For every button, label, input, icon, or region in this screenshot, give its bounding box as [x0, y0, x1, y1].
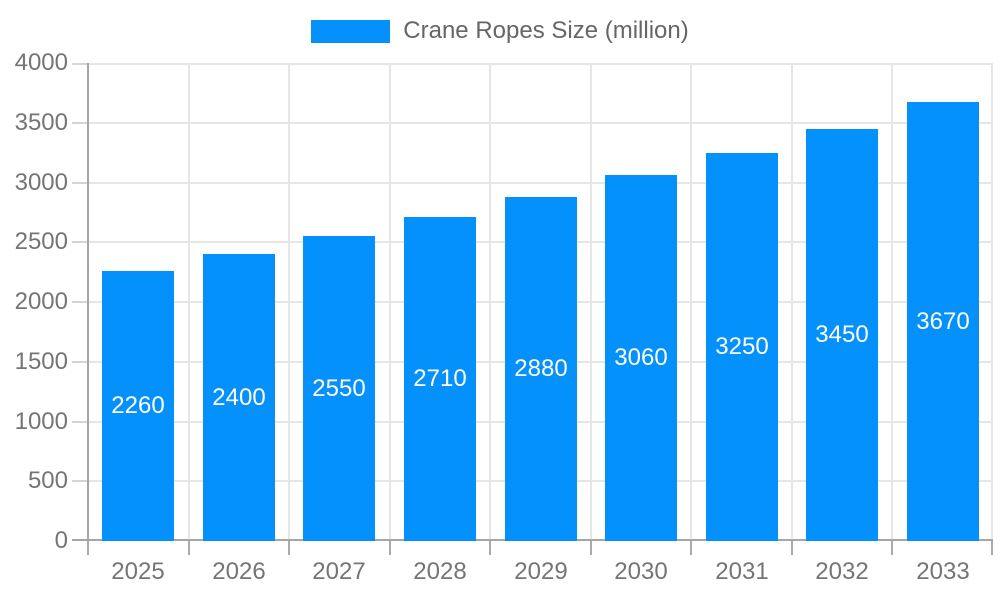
- bar: 3450: [806, 128, 878, 541]
- x-tick-label: 2026: [212, 558, 266, 585]
- y-tick-label: 4000: [14, 49, 68, 76]
- x-axis-tick: [790, 541, 793, 555]
- bar-value-label: 2260: [111, 391, 165, 419]
- x-tick-label: 2025: [111, 558, 165, 585]
- y-axis-tick: [72, 241, 88, 244]
- bar: 2550: [303, 236, 375, 541]
- gridline-horizontal: [88, 181, 993, 184]
- y-axis-tick: [72, 480, 88, 483]
- bar-value-label: 3670: [916, 307, 970, 335]
- bar-value-label: 3450: [815, 320, 869, 348]
- x-tick-label: 2030: [614, 558, 668, 585]
- x-tick-label: 2031: [715, 558, 769, 585]
- bar: 2710: [404, 217, 476, 541]
- y-axis-tick: [72, 63, 88, 65]
- y-tick-label: 0: [54, 527, 68, 554]
- bar: 2880: [505, 196, 577, 541]
- x-axis-tick: [690, 541, 693, 555]
- gridline-vertical: [690, 63, 693, 541]
- x-axis-tick: [388, 541, 391, 555]
- y-tick-label: 500: [27, 467, 68, 495]
- bar-value-label: 2710: [413, 365, 467, 393]
- y-tick-label: 2500: [14, 228, 68, 256]
- legend[interactable]: Crane Ropes Size (million): [0, 17, 1000, 45]
- gridline-vertical: [891, 63, 894, 541]
- bar-value-label: 2550: [312, 374, 366, 402]
- gridline-vertical: [589, 63, 592, 541]
- bar: 2400: [203, 254, 275, 541]
- y-tick-label: 1000: [14, 407, 68, 435]
- bar-value-label: 3060: [614, 344, 668, 372]
- y-tick-label: 3000: [14, 168, 68, 196]
- gridline-vertical: [187, 63, 190, 541]
- x-axis-tick: [288, 541, 291, 555]
- bar-value-label: 2400: [212, 383, 266, 411]
- bar-value-label: 2880: [514, 354, 568, 382]
- x-axis-tick: [589, 541, 592, 555]
- gridline-vertical: [288, 63, 291, 541]
- y-tick-label: 2000: [14, 288, 68, 315]
- x-axis-tick: [891, 541, 894, 555]
- y-axis-tick: [72, 360, 88, 363]
- x-tick-label: 2027: [312, 558, 366, 585]
- gridline-vertical: [790, 63, 793, 541]
- bar: 3060: [605, 175, 677, 541]
- bar: 3250: [706, 152, 778, 541]
- bar-value-label: 3250: [715, 332, 769, 360]
- bar: 3670: [907, 102, 979, 541]
- x-axis-tick: [87, 541, 89, 555]
- y-axis-tick: [72, 121, 88, 124]
- y-axis-tick: [72, 301, 88, 303]
- y-axis-tick: [72, 420, 88, 423]
- x-tick-label: 2028: [413, 558, 467, 585]
- gridline-horizontal: [88, 121, 993, 124]
- gridline-vertical: [388, 63, 391, 541]
- legend-swatch: [311, 19, 391, 43]
- x-axis-tick: [187, 541, 190, 555]
- plot-area: 0 500 1000 1500 2000 2500 3000 3500 4000 2260 2025…: [15, 49, 993, 585]
- x-tick-label: 2033: [916, 558, 970, 585]
- gridline-vertical: [991, 63, 993, 541]
- y-tick-label: 3500: [14, 108, 68, 136]
- x-tick-label: 2029: [514, 558, 568, 585]
- y-axis-tick: [72, 181, 88, 184]
- gridline-horizontal: [88, 63, 993, 65]
- y-tick-label: 1500: [14, 347, 68, 375]
- x-axis-tick: [489, 541, 492, 555]
- gridline-vertical: [489, 63, 492, 541]
- legend-label: Crane Ropes Size (million): [403, 17, 689, 44]
- y-axis-line: [87, 63, 89, 541]
- bar: 2260: [102, 270, 174, 541]
- x-tick-label: 2032: [815, 558, 869, 585]
- x-axis-tick: [991, 541, 993, 555]
